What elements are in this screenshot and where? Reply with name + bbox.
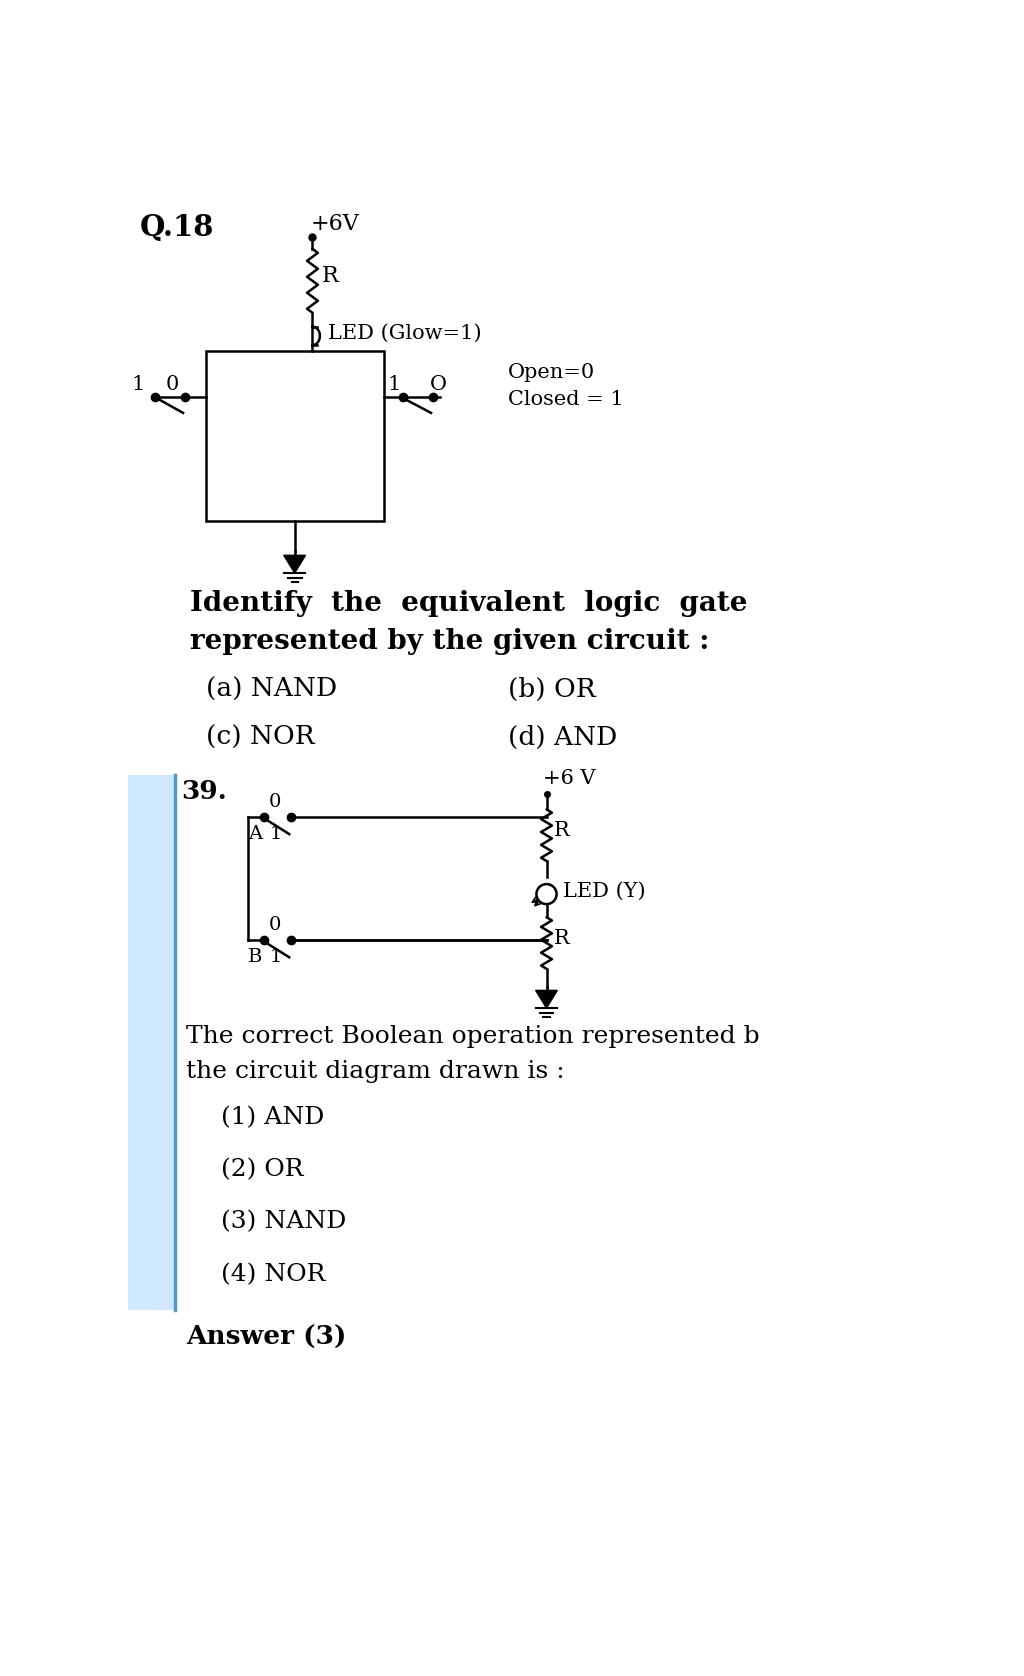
Text: (3) NAND: (3) NAND [221,1210,346,1234]
Text: Open=0: Open=0 [508,362,595,382]
Text: LED (Glow=1): LED (Glow=1) [328,323,481,342]
Text: R: R [322,265,339,287]
Text: Closed = 1: Closed = 1 [508,391,624,409]
Text: 0: 0 [269,917,282,934]
Text: Identify  the  equivalent  logic  gate: Identify the equivalent logic gate [190,590,748,617]
Text: A: A [248,825,262,843]
Text: (b) OR: (b) OR [508,677,595,702]
Text: (4) NOR: (4) NOR [221,1264,326,1285]
Text: the circuit diagram drawn is :: the circuit diagram drawn is : [186,1059,565,1083]
Polygon shape [536,991,557,1007]
Bar [128,774,174,1311]
Text: (1) AND: (1) AND [221,1106,325,1130]
Text: LED (Y): LED (Y) [563,882,645,900]
Text: 0: 0 [166,375,179,394]
Text: 1: 1 [270,825,283,843]
Text: Answer (3): Answer (3) [186,1326,346,1351]
Text: +6 V: +6 V [543,769,595,788]
Text: (c) NOR: (c) NOR [206,724,314,749]
Text: O: O [430,375,447,394]
Text: (d) AND: (d) AND [508,724,617,749]
Text: B: B [248,949,262,965]
Text: R: R [554,929,570,949]
Text: 0: 0 [269,793,282,811]
Text: (a) NAND: (a) NAND [206,677,337,702]
Bar [206,352,384,521]
Polygon shape [284,555,305,573]
Text: R: R [554,821,570,840]
Text: Q.18: Q.18 [139,213,214,241]
Text: (2) OR: (2) OR [221,1158,303,1182]
Text: 1: 1 [387,375,400,394]
Text: 1: 1 [270,949,283,965]
Text: The correct Boolean operation represented b: The correct Boolean operation represente… [186,1026,760,1048]
Text: 1: 1 [131,375,144,394]
Text: represented by the given circuit :: represented by the given circuit : [190,628,710,655]
Text: 39.: 39. [180,779,226,803]
Text: +6V: +6V [311,213,359,235]
